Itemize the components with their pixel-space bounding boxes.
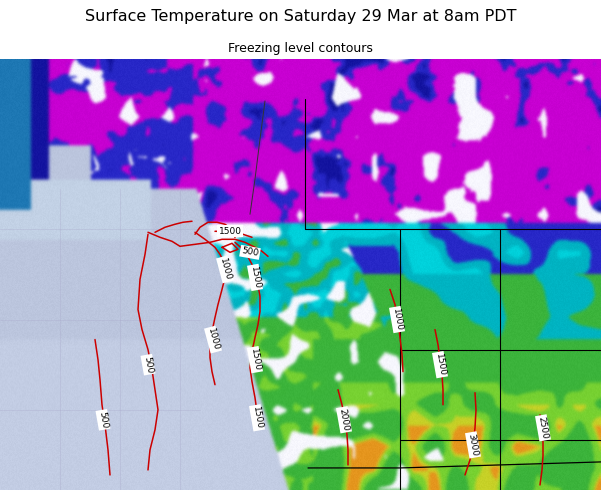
Text: 1500: 1500 [249,265,261,290]
Text: 1000: 1000 [218,257,233,282]
Text: Surface Temperature on Saturday 29 Mar at 8am PDT: Surface Temperature on Saturday 29 Mar a… [85,9,516,24]
Text: 1000: 1000 [391,307,403,332]
Text: 2500: 2500 [537,416,549,440]
Text: 2000: 2000 [338,408,350,432]
Text: 1500: 1500 [433,352,447,377]
Text: 1500: 1500 [249,347,261,372]
Text: Freezing level contours: Freezing level contours [228,42,373,55]
Text: 500: 500 [142,355,154,374]
Text: 1500: 1500 [219,227,242,236]
Text: 1500: 1500 [251,406,263,430]
Text: 500: 500 [241,246,259,258]
Text: 500: 500 [97,411,109,429]
Text: 3000: 3000 [466,433,480,457]
Text: 1000: 1000 [206,327,221,352]
